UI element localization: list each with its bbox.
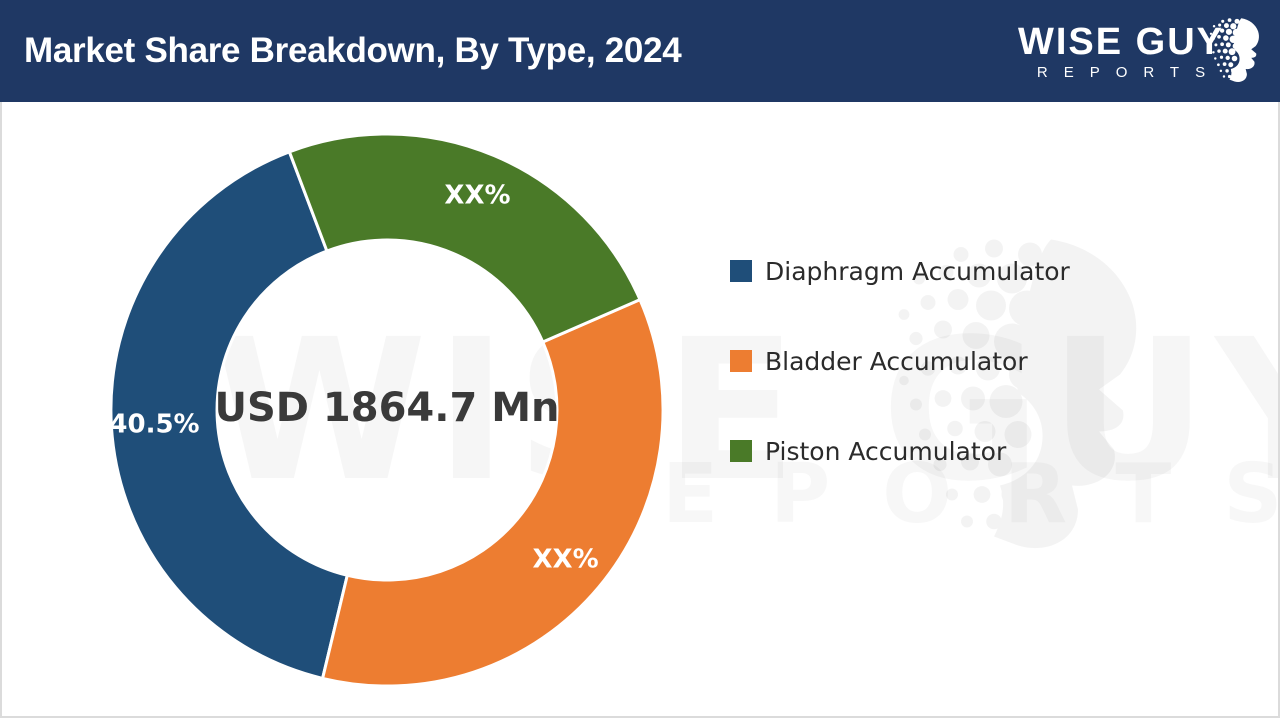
- legend-swatch-piston-accumulator: [730, 440, 752, 462]
- segment-label-diaphragm-accumulator: 40.5%: [109, 410, 199, 440]
- logo-wordmark: WISE GUY: [1017, 21, 1224, 63]
- legend-label-bladder-accumulator: Bladder Accumulator: [765, 346, 1028, 376]
- donut-segment-diaphragm-accumulator: [109, 150, 349, 680]
- logo-subtitle: REPORTS: [1036, 64, 1222, 81]
- wiseguy-logo: WISE GUY REPORTS: [1018, 8, 1268, 96]
- donut-segment-piston-accumulator: [287, 132, 642, 344]
- watermark-subtitle: REPORTS: [547, 447, 1278, 542]
- segment-label-bladder-accumulator: XX%: [533, 545, 599, 575]
- legend-label-diaphragm-accumulator: Diaphragm Accumulator: [765, 256, 1070, 286]
- legend-swatch-bladder-accumulator: [730, 350, 752, 372]
- donut-chart: 40.5% XX% XX%: [109, 132, 665, 688]
- page-title: Market Share Breakdown, By Type, 2024: [24, 31, 682, 70]
- legend-swatch-diaphragm-accumulator: [730, 260, 752, 282]
- chart-area: WISE GUY REPORTS 40.5%XX%XX% USD 1864.7 …: [0, 102, 1280, 718]
- wiseguy-logo-text: WISE GUY REPORTS: [1018, 23, 1224, 81]
- legend-item-piston-accumulator: Piston Accumulator: [730, 435, 1070, 467]
- header-bar: Market Share Breakdown, By Type, 2024 WI…: [0, 0, 1280, 102]
- legend-item-diaphragm-accumulator: Diaphragm Accumulator: [730, 255, 1070, 287]
- legend-item-bladder-accumulator: Bladder Accumulator: [730, 345, 1070, 377]
- legend-label-piston-accumulator: Piston Accumulator: [765, 436, 1007, 466]
- segment-label-piston-accumulator: XX%: [444, 180, 510, 210]
- donut-center-value: USD 1864.7 Mn: [214, 385, 560, 431]
- chart-legend: Diaphragm Accumulator Bladder Accumulator…: [730, 255, 1070, 525]
- donut-segment-bladder-accumulator: [321, 298, 665, 688]
